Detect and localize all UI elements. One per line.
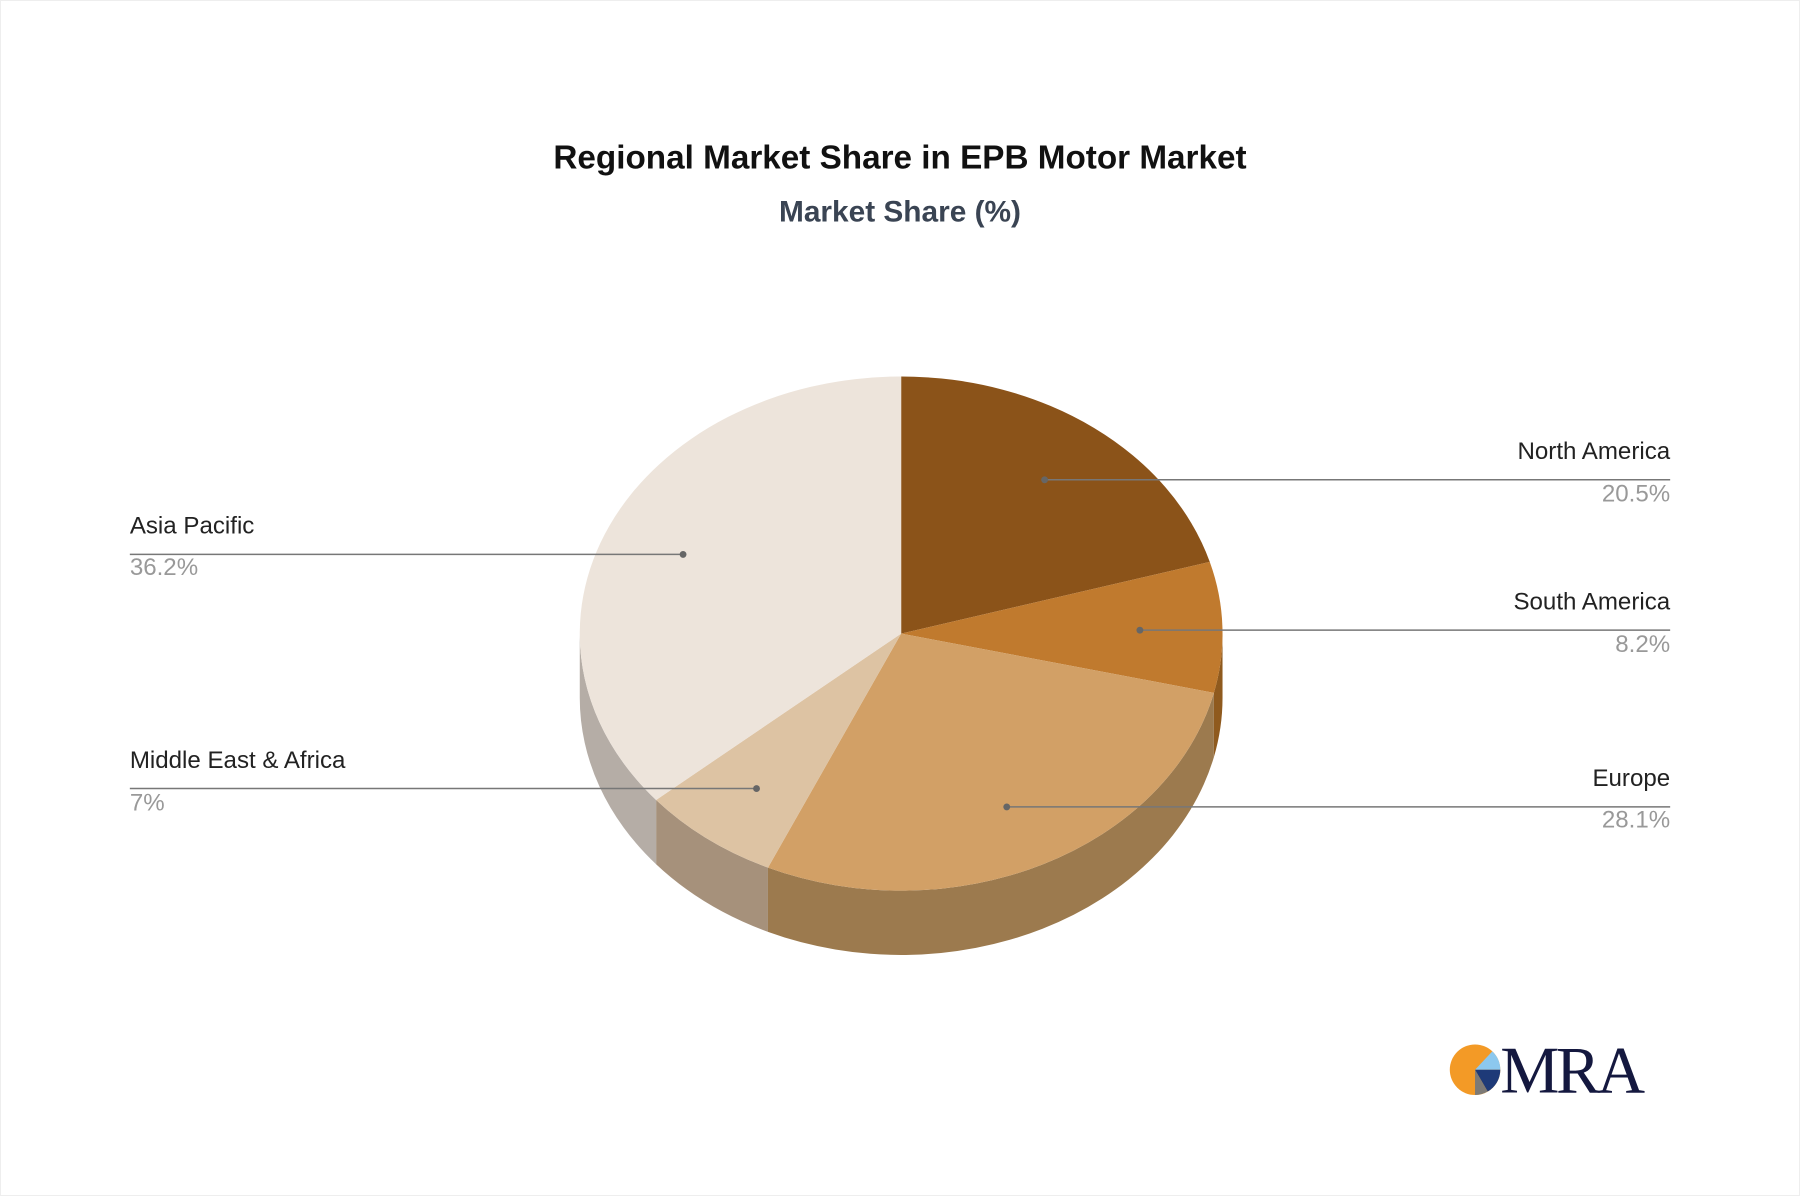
logo-text: MRA — [1500, 1035, 1645, 1108]
value-label: 8.2% — [1615, 631, 1670, 658]
pie-side-4 — [579, 633, 657, 865]
pie-slice-south-america[interactable] — [901, 561, 1223, 693]
pie-side-3 — [656, 799, 768, 932]
pie-sides — [579, 633, 1223, 955]
logo-pie-icon — [1449, 1044, 1501, 1095]
value-label: 20.5% — [1602, 481, 1670, 508]
value-label: 7% — [130, 789, 165, 816]
pie-slice-europe[interactable] — [767, 633, 1214, 891]
leader-dot — [679, 550, 687, 558]
category-label: Europe — [1592, 765, 1670, 792]
chart-subtitle: Market Share (%) — [779, 196, 1021, 229]
pie-slices — [579, 376, 1223, 891]
pie-slice-middle-east-africa[interactable] — [656, 633, 902, 868]
leader-dot — [1136, 626, 1144, 634]
category-label: South America — [1513, 588, 1670, 615]
value-label: 36.2% — [130, 554, 198, 581]
category-label: North America — [1518, 438, 1671, 465]
pie-slice-asia-pacific[interactable] — [579, 376, 902, 800]
mra-logo: MRA — [1449, 1035, 1648, 1108]
pie-side-2 — [767, 692, 1214, 955]
chart-title: Regional Market Share in EPB Motor Marke… — [553, 140, 1246, 177]
pie-slice-north-america[interactable] — [901, 376, 1210, 634]
leader-dot — [1003, 803, 1011, 811]
category-label: Middle East & Africa — [130, 747, 346, 774]
category-label: Asia Pacific — [130, 513, 255, 540]
pie-labels: North America 20.5% South America 8.2% Europ… — [129, 438, 1671, 834]
leader-dot — [753, 785, 760, 792]
pie-side-1 — [1213, 633, 1223, 758]
value-label: 28.1% — [1602, 807, 1670, 834]
leader-dot — [1041, 476, 1049, 484]
